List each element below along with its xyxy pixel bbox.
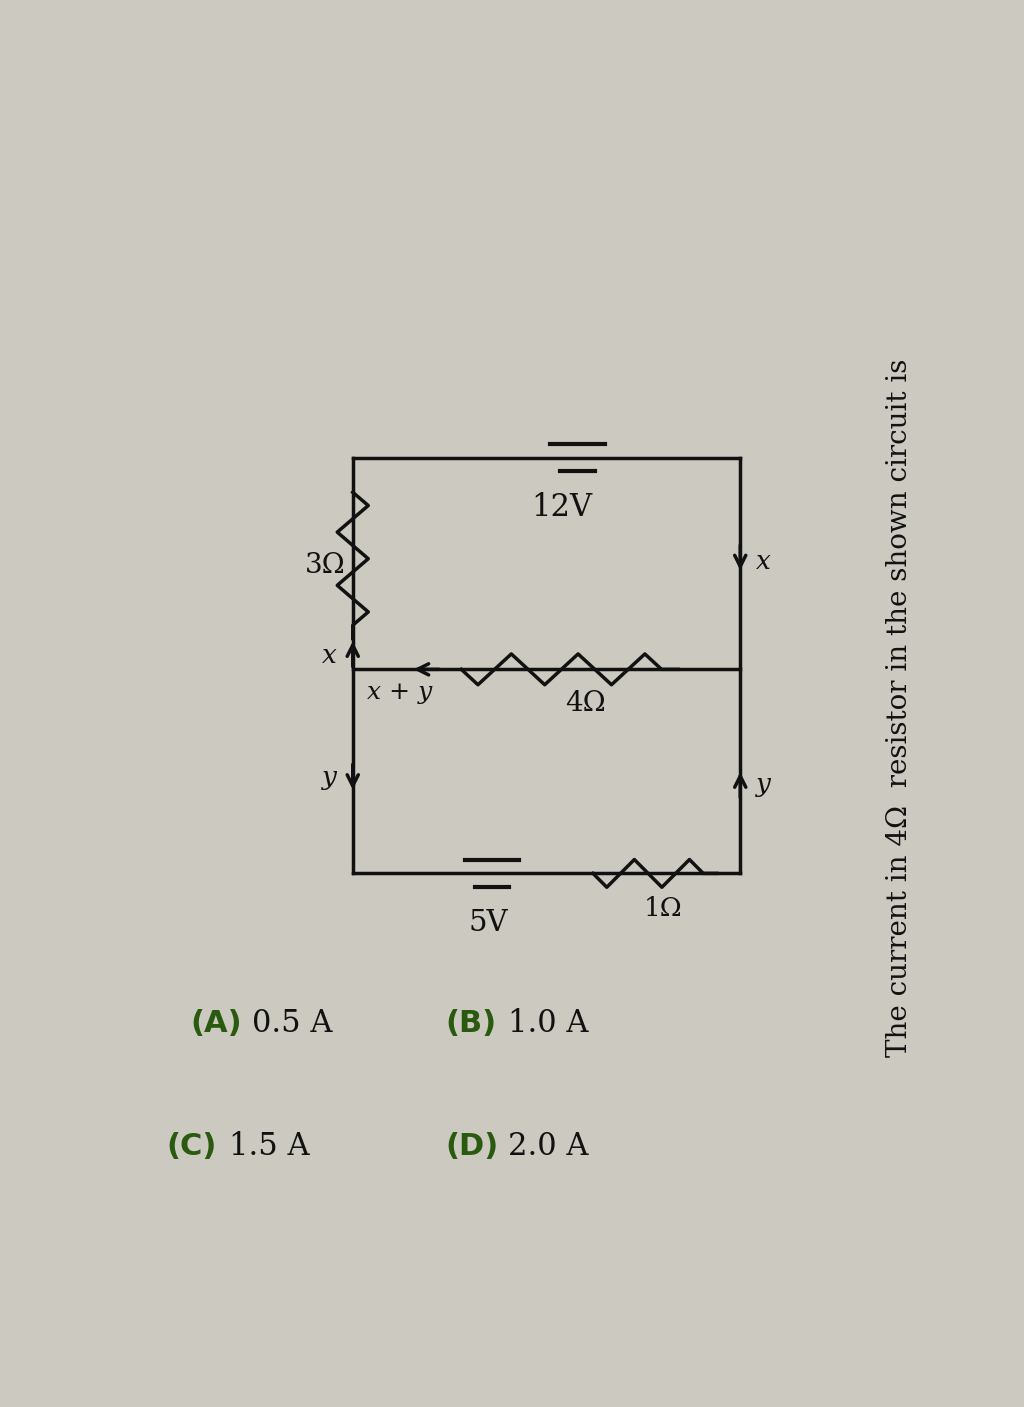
Text: 1Ω: 1Ω xyxy=(643,895,682,920)
Text: 4Ω: 4Ω xyxy=(565,691,605,718)
Text: x: x xyxy=(756,549,771,574)
Text: (A): (A) xyxy=(190,1009,242,1038)
Text: (C): (C) xyxy=(167,1133,217,1161)
Text: (D): (D) xyxy=(445,1133,499,1161)
Text: 1.0 A: 1.0 A xyxy=(508,1007,588,1038)
Text: 0.5 A: 0.5 A xyxy=(252,1007,333,1038)
Text: x: x xyxy=(323,643,337,668)
Text: y: y xyxy=(323,764,337,789)
Text: x + y: x + y xyxy=(367,681,432,704)
Text: 1.5 A: 1.5 A xyxy=(228,1131,309,1162)
Text: 5V: 5V xyxy=(469,909,508,937)
Text: y: y xyxy=(756,772,771,798)
Text: 3Ω: 3Ω xyxy=(305,552,346,578)
Text: 2.0 A: 2.0 A xyxy=(508,1131,588,1162)
Text: The current in 4Ω  resistor in the shown circuit is: The current in 4Ω resistor in the shown … xyxy=(886,359,912,1057)
Text: (B): (B) xyxy=(445,1009,497,1038)
Text: 12V: 12V xyxy=(531,492,593,523)
